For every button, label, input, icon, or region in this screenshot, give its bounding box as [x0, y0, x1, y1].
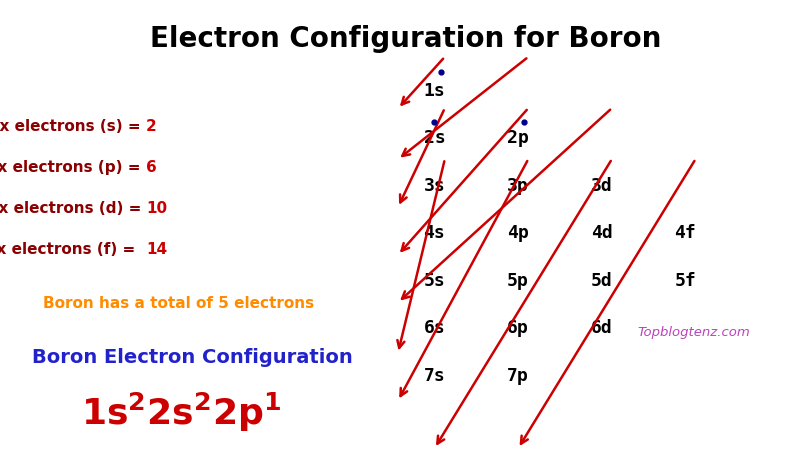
Text: 5p: 5p [507, 272, 528, 290]
Text: 7s: 7s [423, 367, 444, 385]
Text: Max electrons (p) =: Max electrons (p) = [0, 160, 146, 175]
Text: 6s: 6s [423, 319, 444, 337]
Text: 4f: 4f [674, 224, 695, 242]
Text: 14: 14 [146, 241, 167, 257]
Text: 5f: 5f [674, 272, 695, 290]
Text: 3d: 3d [590, 177, 611, 195]
Text: 6: 6 [146, 160, 157, 175]
Text: 2p: 2p [507, 129, 528, 147]
Text: 2s: 2s [423, 129, 444, 147]
Text: 5s: 5s [423, 272, 444, 290]
Text: 1s: 1s [423, 82, 444, 100]
Text: Max electrons (d) =: Max electrons (d) = [0, 201, 146, 216]
Text: 4s: 4s [423, 224, 444, 242]
Text: 5d: 5d [590, 272, 611, 290]
Text: Max electrons (f) =: Max electrons (f) = [0, 241, 146, 257]
Text: 3s: 3s [423, 177, 444, 195]
Text: 6d: 6d [590, 319, 611, 337]
Text: 2: 2 [146, 119, 157, 135]
Text: Topblogtenz.com: Topblogtenz.com [637, 327, 749, 339]
Text: 3p: 3p [507, 177, 528, 195]
Text: $\mathbf{1s^{2}2s^{2}2p^{1}}$: $\mathbf{1s^{2}2s^{2}2p^{1}}$ [81, 390, 281, 434]
Text: 7p: 7p [507, 367, 528, 385]
Text: Boron Electron Configuration: Boron Electron Configuration [32, 348, 353, 367]
Text: Max electrons (s) =: Max electrons (s) = [0, 119, 146, 135]
Text: 4d: 4d [590, 224, 611, 242]
Text: 10: 10 [146, 201, 167, 216]
Text: Boron has a total of 5 electrons: Boron has a total of 5 electrons [43, 296, 314, 311]
Text: 6p: 6p [507, 319, 528, 337]
Text: Electron Configuration for Boron: Electron Configuration for Boron [150, 25, 661, 53]
Text: 4p: 4p [507, 224, 528, 242]
